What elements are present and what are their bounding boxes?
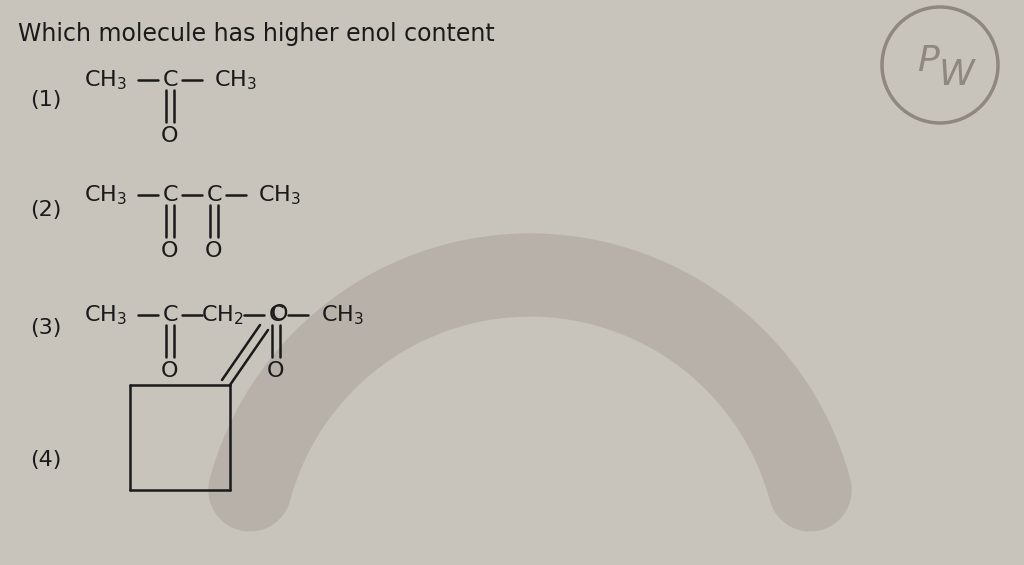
Text: C: C xyxy=(162,185,178,205)
Text: (3): (3) xyxy=(30,318,61,338)
Text: $\mathregular{CH_3}$: $\mathregular{CH_3}$ xyxy=(84,303,127,327)
Text: (4): (4) xyxy=(30,450,61,470)
Text: $\mathregular{CH_3}$: $\mathregular{CH_3}$ xyxy=(214,68,256,92)
Text: W: W xyxy=(938,58,974,92)
Text: C: C xyxy=(162,305,178,325)
Text: O: O xyxy=(161,126,179,146)
Text: $\mathregular{CH_3}$: $\mathregular{CH_3}$ xyxy=(84,183,127,207)
Text: C: C xyxy=(268,305,284,325)
Text: O: O xyxy=(205,241,223,261)
Text: O: O xyxy=(161,361,179,381)
Text: O: O xyxy=(267,361,285,381)
Text: C: C xyxy=(206,185,222,205)
Text: Which molecule has higher enol content: Which molecule has higher enol content xyxy=(18,22,495,46)
Text: $\mathregular{CH_3}$: $\mathregular{CH_3}$ xyxy=(84,68,127,92)
Text: P: P xyxy=(918,44,939,78)
Text: C: C xyxy=(162,70,178,90)
Text: $\mathregular{CH_3}$: $\mathregular{CH_3}$ xyxy=(321,303,364,327)
Text: O: O xyxy=(161,241,179,261)
Text: $\mathregular{CH_3}$: $\mathregular{CH_3}$ xyxy=(257,183,300,207)
Text: O: O xyxy=(271,304,289,324)
Text: (2): (2) xyxy=(30,200,61,220)
Text: (1): (1) xyxy=(30,90,61,110)
Text: $\mathregular{CH_2}$: $\mathregular{CH_2}$ xyxy=(201,303,244,327)
